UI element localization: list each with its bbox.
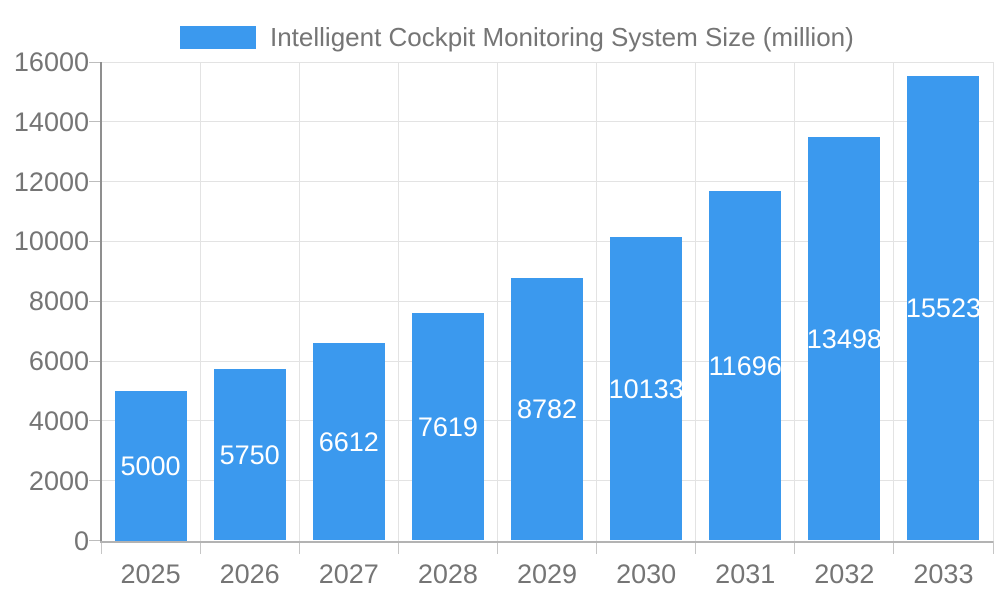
x-axis-line [100,540,993,543]
x-axis-tick [100,541,102,554]
bar-value-label: 10133 [608,373,684,404]
gridline-vertical [992,62,994,541]
bar-value-label: 5000 [120,450,181,481]
legend-swatch [180,26,256,49]
x-axis-tick [695,541,697,554]
y-axis-line [100,62,102,543]
y-axis-label: 0 [73,525,89,556]
x-axis-label: 2033 [913,559,974,589]
x-axis-label: 2028 [417,559,478,589]
bar-value-label: 13498 [806,323,882,354]
x-axis-tick [397,541,399,554]
bar [907,76,980,541]
bar [610,237,683,541]
y-axis-label: 10000 [13,226,89,257]
x-axis-tick [298,541,300,554]
x-axis-tick [893,541,895,554]
gridline-vertical [893,62,895,541]
y-axis-tick [89,420,101,422]
legend-label: Intelligent Cockpit Monitoring System Si… [270,22,854,52]
bar-value-label: 11696 [708,350,782,381]
x-axis-tick [596,541,598,554]
x-axis-label: 2031 [715,559,776,589]
gridline-vertical [596,62,598,541]
y-axis-label: 14000 [13,106,89,137]
legend: Intelligent Cockpit Monitoring System Si… [180,22,854,53]
gridline-horizontal [101,181,993,183]
x-axis-tick [794,541,796,554]
y-axis-tick [89,300,101,302]
y-axis-label: 8000 [28,286,89,317]
x-axis-tick [496,541,498,554]
bar [709,190,782,541]
x-axis-tick [992,541,994,554]
x-axis-label: 2027 [318,559,379,589]
y-axis-tick [89,360,101,362]
bar [312,342,385,541]
y-axis-tick [89,540,101,541]
gridline-vertical [298,62,300,541]
x-axis-label: 2032 [814,559,875,589]
bar [213,368,286,541]
y-axis-tick [89,181,101,183]
bar-value-label: 6612 [318,426,379,457]
gridline-vertical [695,62,697,541]
gridline-horizontal [101,61,993,63]
bar [808,136,881,541]
gridline-vertical [199,62,201,541]
y-axis-label: 6000 [28,346,89,377]
gridline-horizontal [101,240,993,242]
y-axis-tick [89,61,101,63]
bar-value-label: 5750 [219,439,280,470]
x-axis-label: 2029 [516,559,578,589]
bar [114,390,187,541]
y-axis-tick [89,121,101,123]
y-axis-tick [89,240,101,242]
y-axis-label: 4000 [28,405,89,436]
bar [411,312,484,541]
bar [511,277,583,541]
gridline-vertical [794,62,796,541]
x-axis-label: 2025 [120,559,181,589]
bar-value-label: 8782 [516,394,578,425]
y-axis-label: 2000 [28,465,89,496]
x-axis-label: 2026 [219,559,280,589]
x-axis-label: 2030 [616,559,677,589]
y-axis-label: 12000 [13,166,89,197]
gridline-vertical [496,62,498,541]
bar-value-label: 7619 [417,411,478,442]
x-axis-tick [199,541,201,554]
bar-value-label: 15523 [905,293,981,324]
y-axis-label: 16000 [13,47,89,77]
gridline-horizontal [101,121,993,123]
y-axis-tick [89,480,101,482]
gridline-vertical [397,62,399,541]
